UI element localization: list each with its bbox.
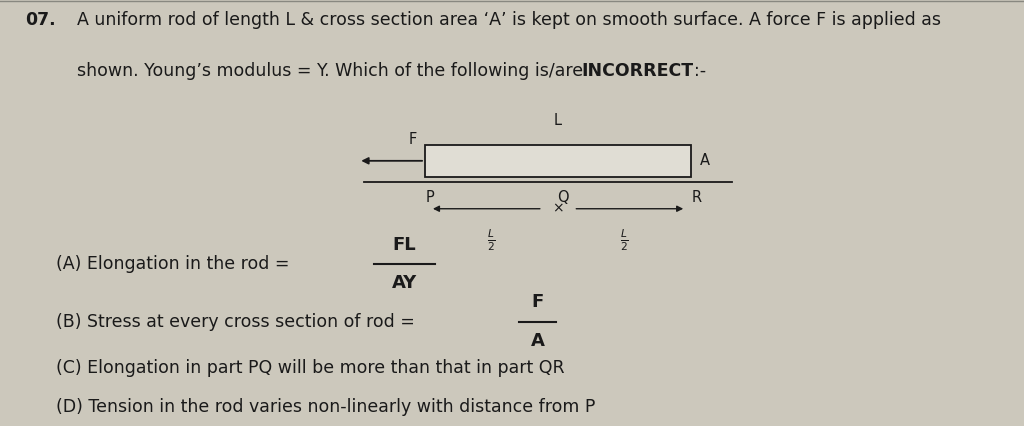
- Text: R: R: [691, 190, 701, 204]
- Text: $\times$: $\times$: [552, 202, 564, 216]
- Text: :-: :-: [694, 62, 707, 80]
- Text: (B) Stress at every cross section of rod =: (B) Stress at every cross section of rod…: [56, 313, 421, 331]
- Text: Q: Q: [557, 190, 569, 204]
- Text: L: L: [554, 113, 562, 128]
- Text: $\frac{L}{2}$: $\frac{L}{2}$: [487, 228, 496, 253]
- Text: 07.: 07.: [26, 11, 56, 29]
- Text: AY: AY: [392, 274, 417, 292]
- Text: P: P: [426, 190, 434, 204]
- Bar: [425, 145, 691, 177]
- Text: (D) Tension in the rod varies non-linearly with distance from P: (D) Tension in the rod varies non-linear…: [56, 398, 596, 416]
- Text: $\frac{L}{2}$: $\frac{L}{2}$: [621, 228, 629, 253]
- Text: A uniform rod of length L & cross section area ‘A’ is kept on smooth surface. A : A uniform rod of length L & cross sectio…: [77, 11, 941, 29]
- Text: F: F: [531, 294, 544, 311]
- Text: INCORRECT: INCORRECT: [582, 62, 693, 80]
- Text: A: A: [530, 332, 545, 350]
- Text: shown. Young’s modulus = Y. Which of the following is/are: shown. Young’s modulus = Y. Which of the…: [77, 62, 589, 80]
- Text: F: F: [409, 132, 417, 147]
- Text: FL: FL: [392, 236, 417, 254]
- Text: (A) Elongation in the rod =: (A) Elongation in the rod =: [56, 255, 295, 273]
- Text: (C) Elongation in part PQ will be more than that in part QR: (C) Elongation in part PQ will be more t…: [56, 360, 565, 377]
- Text: A: A: [699, 153, 710, 168]
